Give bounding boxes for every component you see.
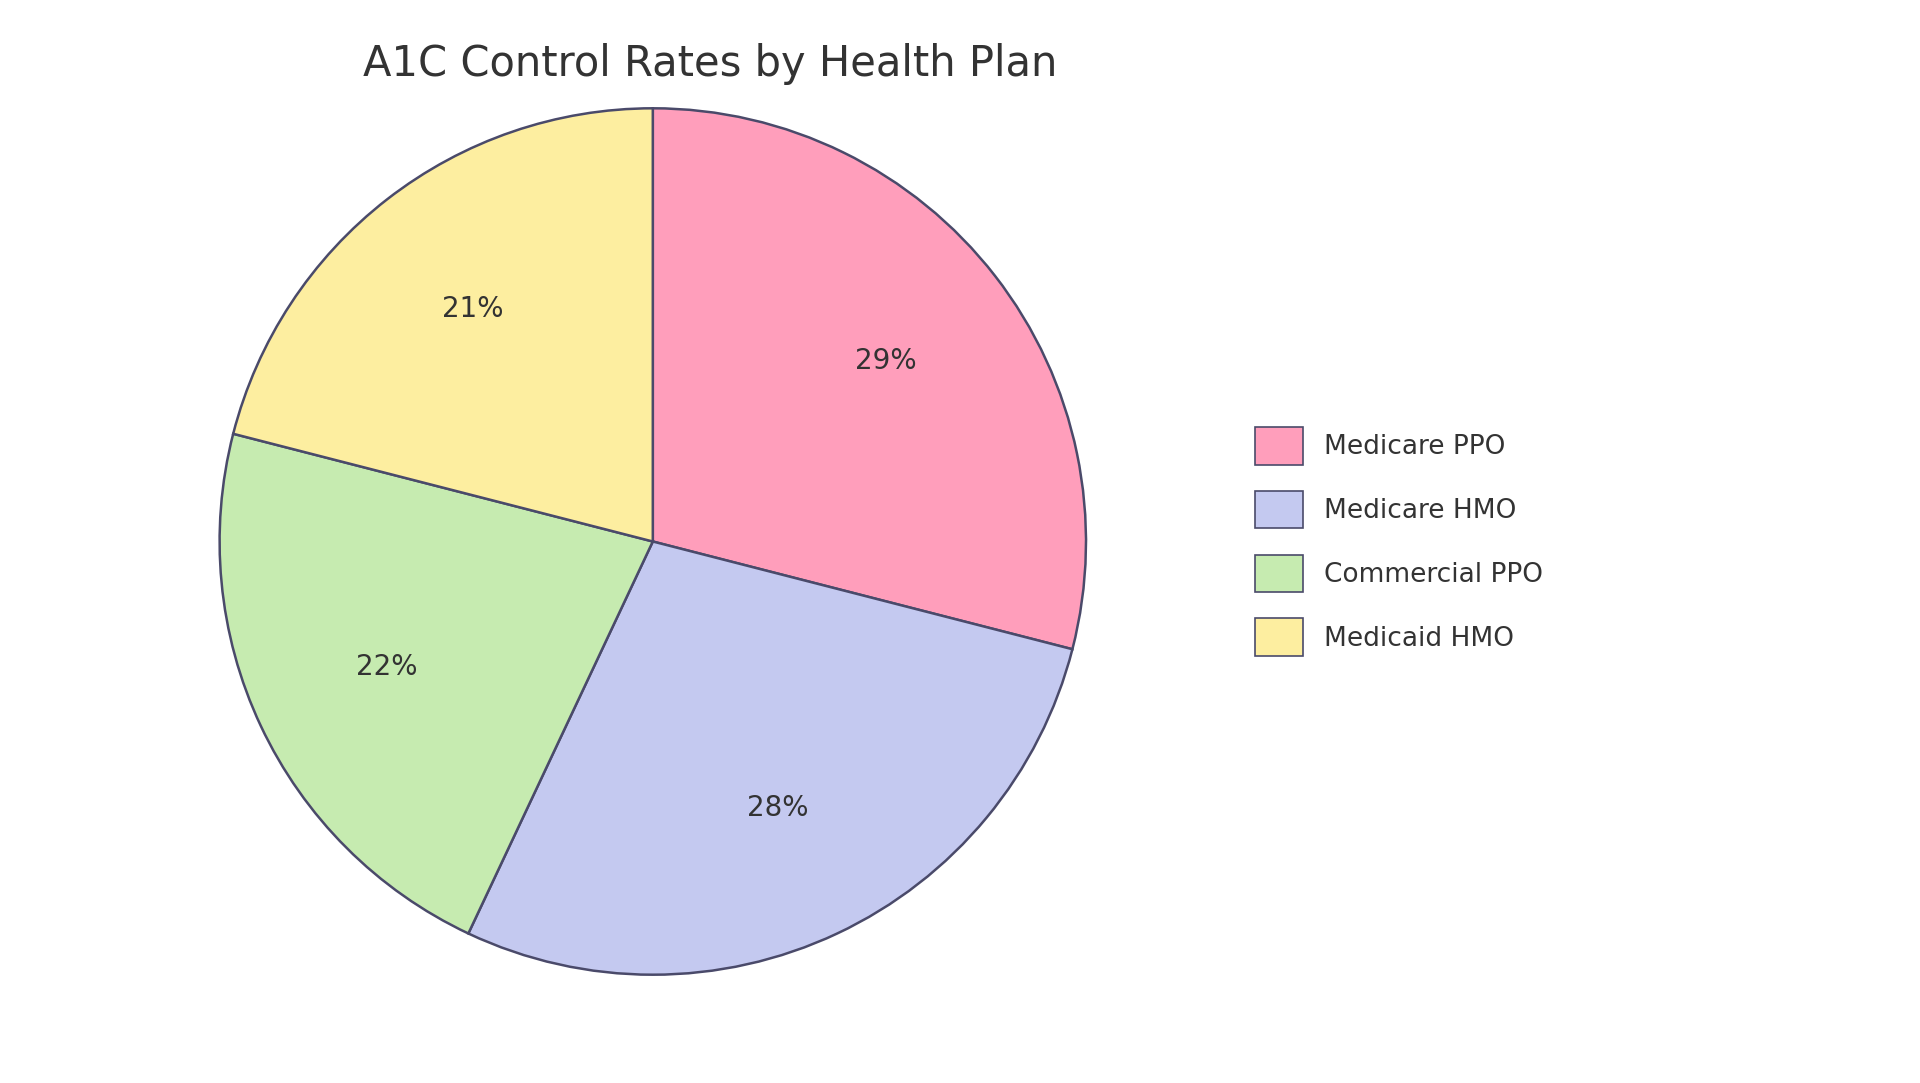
Text: A1C Control Rates by Health Plan: A1C Control Rates by Health Plan — [363, 43, 1058, 86]
Legend: Medicare PPO, Medicare HMO, Commercial PPO, Medicaid HMO: Medicare PPO, Medicare HMO, Commercial P… — [1242, 414, 1555, 669]
Wedge shape — [232, 108, 653, 542]
Wedge shape — [219, 434, 653, 934]
Text: 29%: 29% — [854, 347, 916, 375]
Wedge shape — [468, 542, 1073, 975]
Text: 21%: 21% — [442, 295, 503, 323]
Text: 28%: 28% — [747, 794, 808, 822]
Wedge shape — [653, 108, 1087, 649]
Text: 22%: 22% — [355, 653, 417, 681]
